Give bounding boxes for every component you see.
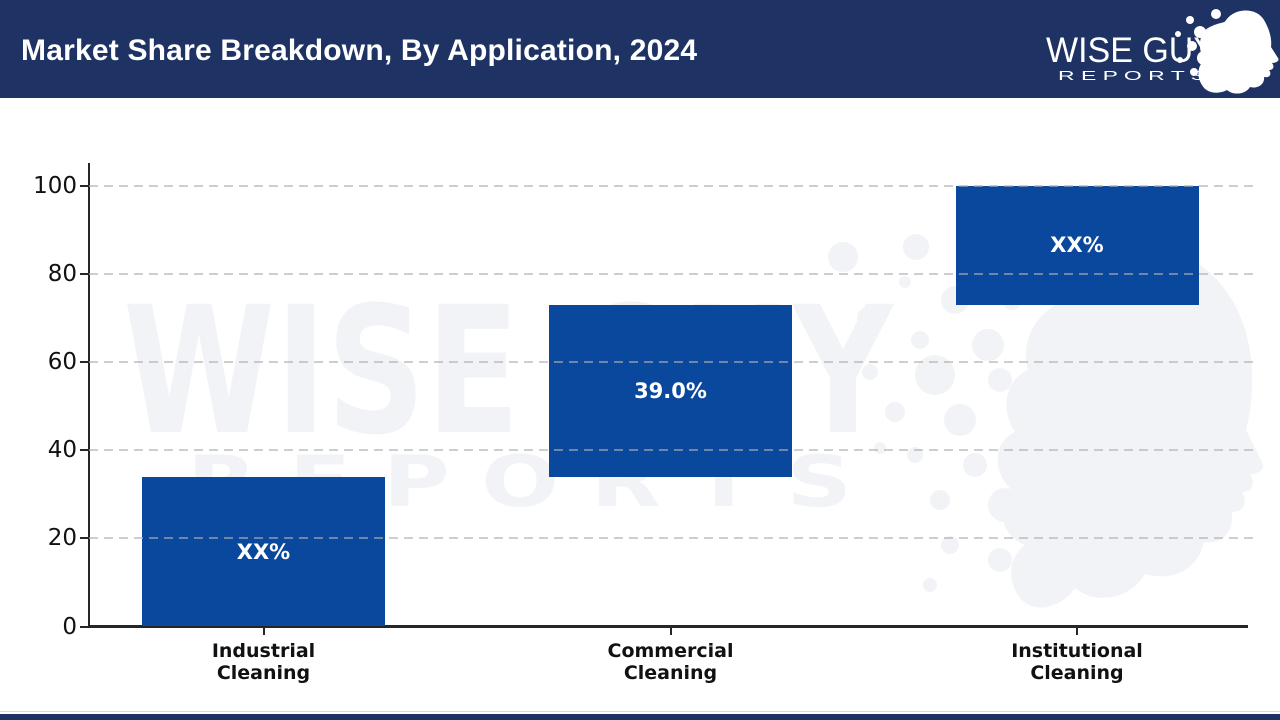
logo-reports: R E P O R T S [1058,68,1207,83]
category-label: Institutional Cleaning [967,640,1187,684]
x-axis [87,625,1248,628]
y-tick-label: 0 [62,613,77,640]
bar-value-label: 39.0% [634,378,707,403]
bar-value-label: XX% [236,539,291,564]
footer-bar [0,714,1280,720]
y-tick [80,272,88,275]
bar [142,476,385,627]
category-label-line: Commercial [607,640,734,662]
y-tick-label: 80 [47,260,77,287]
category-label: Industrial Cleaning [154,640,374,684]
y-tick [80,449,88,452]
y-tick [80,184,88,187]
category-label-line: Cleaning [1030,662,1124,684]
category-label-line: Industrial [211,640,316,662]
logo-wordmark: WISE GUY [1046,31,1216,70]
x-tick [262,628,265,635]
x-tick [669,628,672,635]
y-tick [80,360,88,363]
page-title: Market Share Breakdown, By Application, … [21,34,698,67]
category-label-line: Cleaning [216,662,311,684]
logo-head-icon [1198,10,1279,94]
header: Market Share Breakdown, By Application, … [0,0,1280,98]
logo: WISE GUY R E P O R T S [1046,9,1279,94]
bar [549,304,792,477]
y-tick-label: 60 [47,348,77,375]
category-label-line: Institutional [1011,640,1143,662]
category-label-line: Cleaning [623,662,718,684]
y-tick-label: 40 [47,437,77,464]
y-tick [80,625,88,628]
y-axis [87,163,90,628]
bar-value-label: XX% [1050,233,1104,258]
y-tick-label: 100 [33,172,77,199]
y-tick [80,537,88,540]
category-label: Commercial Cleaning [561,640,781,684]
x-tick [1076,628,1078,635]
y-tick-label: 20 [47,525,77,552]
footer-hairline [0,711,1280,712]
